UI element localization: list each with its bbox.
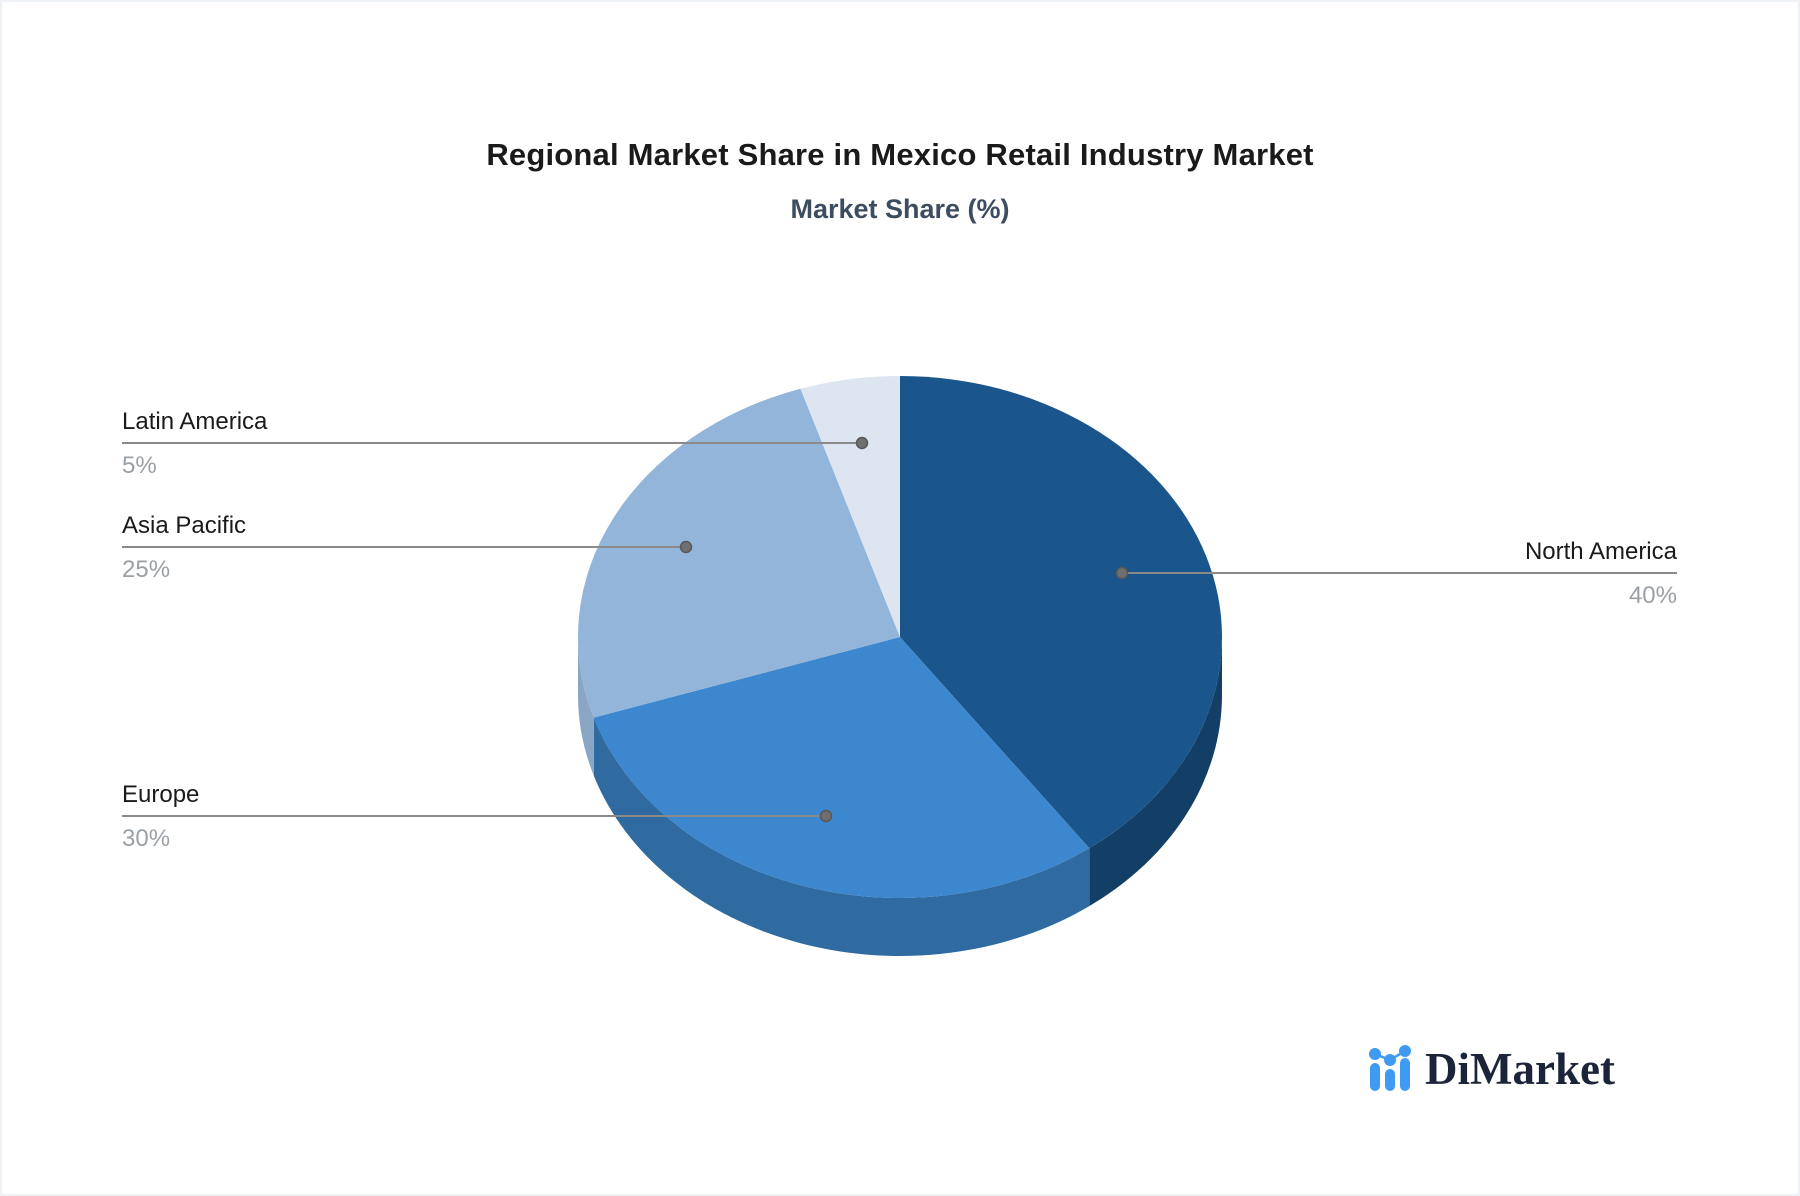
leader-dot-europe [819,809,833,823]
chart-title: Regional Market Share in Mexico Retail I… [486,137,1314,172]
callout-label: Latin America [122,408,268,435]
callout-north-america: North America 40% [1525,537,1677,611]
pie-slice-side-north-america [1089,637,1222,907]
leader-lines [122,442,1677,817]
callout-label: North America [1524,538,1677,565]
brand-name: DiMarket [1425,1044,1615,1094]
callout-value: 30% [122,825,171,852]
pie-slice-north-america[interactable] [900,376,1222,849]
pie-slice-europe[interactable] [593,637,1090,898]
brand-logo: DiMarket [1366,1040,1615,1094]
callout-latin-america: Latin America 5% [122,407,267,481]
leader-dots [679,436,1129,823]
leader-dot-asia-pacific [679,540,693,554]
leader-dot-latin-america [855,436,869,450]
chart-subtitle: Market Share (%) [790,194,1010,224]
callout-value: 40% [1628,582,1677,609]
callout-value: 5% [122,452,157,479]
pie-slice-latin-america[interactable] [800,376,900,637]
callout-asia-pacific: Asia Pacific 25% [122,511,246,585]
bar-chart-logo-icon [1369,1045,1411,1091]
pie-tops [578,376,1222,898]
leader-dot-north-america [1115,566,1129,580]
callout-label: Europe [122,781,200,808]
callout-label: Asia Pacific [122,512,247,539]
pie-slice-asia-pacific[interactable] [578,388,900,718]
pie-sides [578,637,1222,956]
pie-slice-side-asia-pacific [578,637,594,776]
pie-slice-side-europe [593,717,1090,956]
callout-value: 25% [122,556,171,583]
callout-europe: Europe 30% [122,780,199,854]
